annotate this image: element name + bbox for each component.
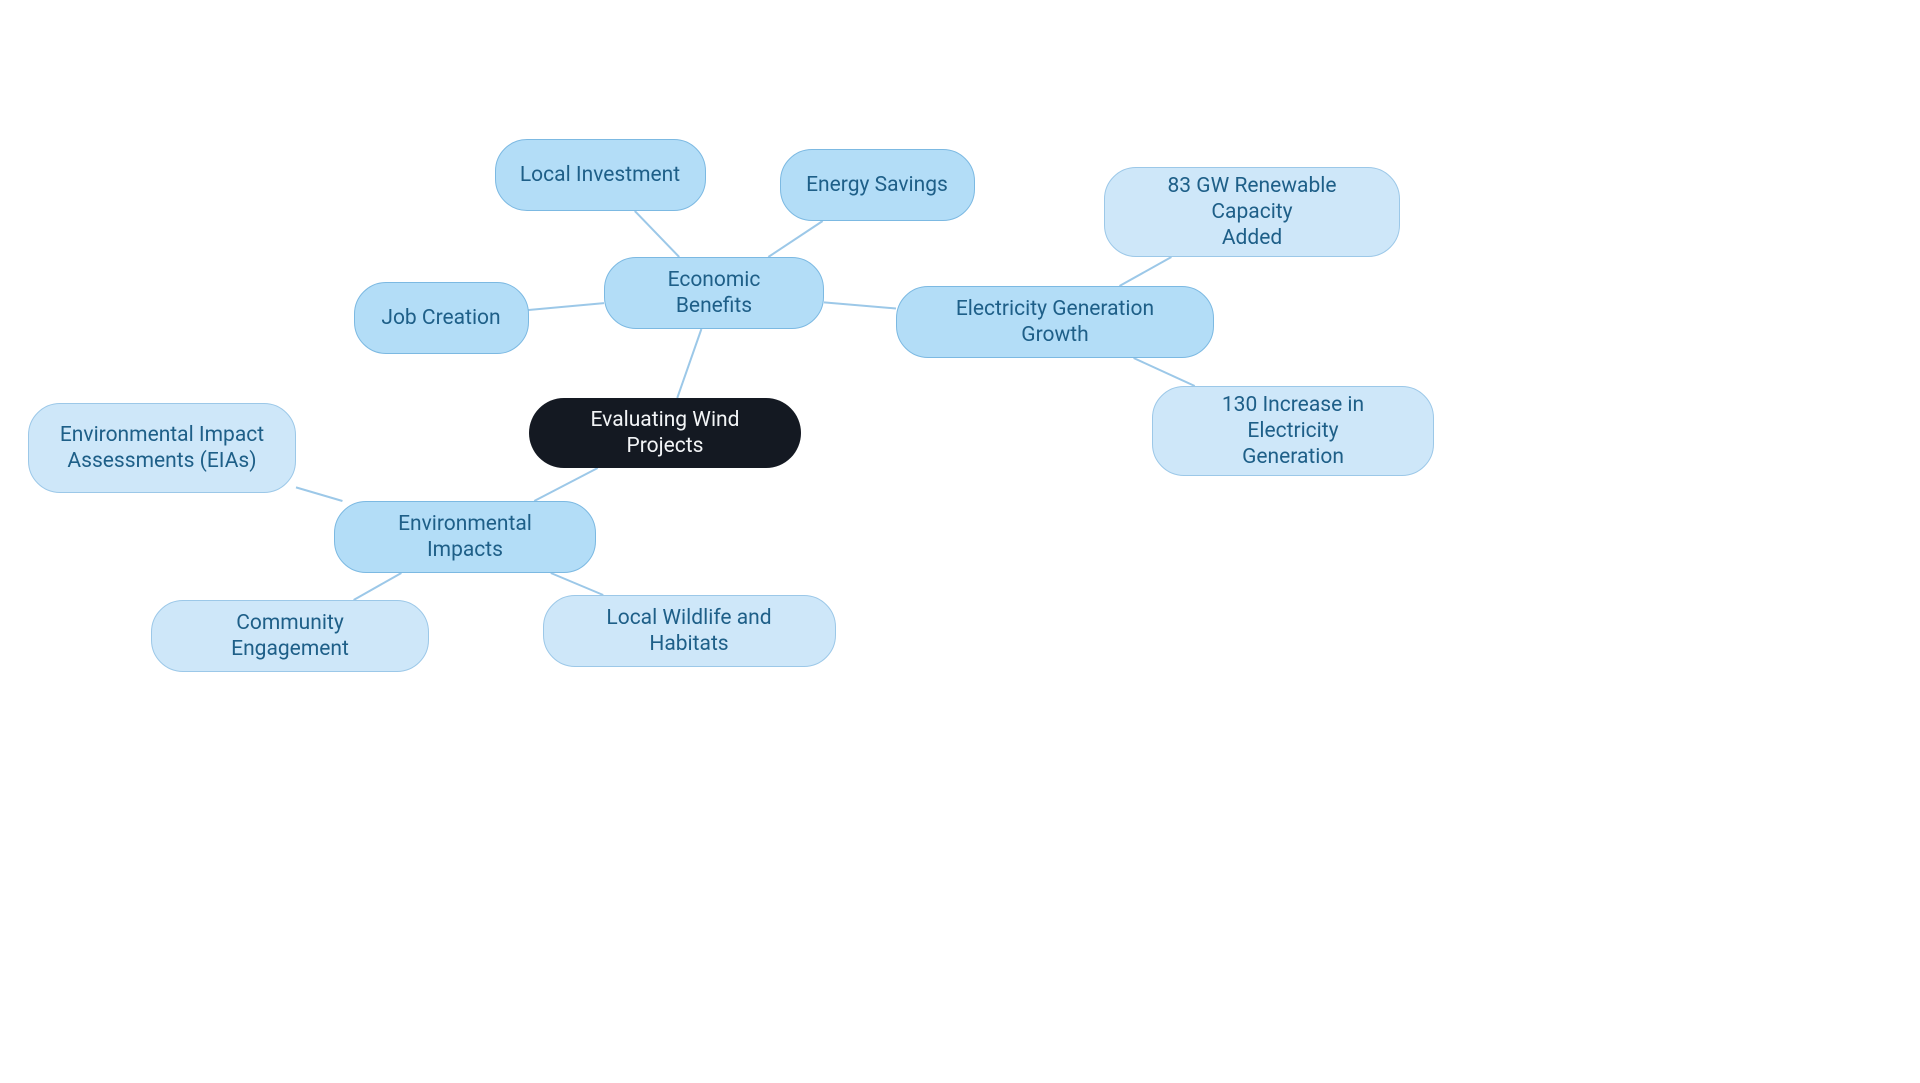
node-label: Community Engagement: [176, 610, 404, 663]
edge: [529, 303, 605, 310]
edge: [677, 329, 701, 398]
node-label: Local Wildlife and Habitats: [568, 605, 811, 658]
mindmap-canvas: Evaluating Wind Projects Economic Benefit…: [0, 0, 1920, 1083]
edge: [824, 302, 896, 308]
node-job: Job Creation: [354, 282, 529, 354]
node-econ: Economic Benefits: [604, 257, 824, 329]
node-inc130: 130 Increase in Electricity Generation: [1152, 386, 1434, 476]
node-elec_growth: Electricity Generation Growth: [896, 286, 1214, 358]
node-eias: Environmental Impact Assessments (EIAs): [28, 403, 296, 493]
edge: [768, 221, 822, 257]
node-label: Job Creation: [381, 305, 500, 331]
node-label: 83 GW Renewable Capacity Added: [1129, 173, 1375, 252]
node-label: Electricity Generation Growth: [921, 296, 1189, 349]
node-energy_save: Energy Savings: [780, 149, 975, 221]
node-community: Community Engagement: [151, 600, 429, 672]
node-gw83: 83 GW Renewable Capacity Added: [1104, 167, 1400, 257]
node-label: 130 Increase in Electricity Generation: [1177, 392, 1409, 471]
edge: [354, 573, 402, 600]
node-env: Environmental Impacts: [334, 501, 596, 573]
edge: [1119, 257, 1171, 286]
edge: [534, 468, 597, 501]
edge: [1134, 358, 1195, 386]
edge: [296, 487, 342, 501]
node-label: Local Investment: [520, 162, 680, 188]
node-label: Evaluating Wind Projects: [553, 407, 777, 460]
node-label: Economic Benefits: [629, 267, 799, 320]
node-label: Environmental Impact Assessments (EIAs): [60, 422, 264, 475]
node-label: Energy Savings: [806, 172, 948, 198]
node-root: Evaluating Wind Projects: [529, 398, 801, 468]
node-local_inv: Local Investment: [495, 139, 706, 211]
node-label: Environmental Impacts: [359, 511, 571, 564]
edge: [551, 573, 603, 595]
node-wildlife: Local Wildlife and Habitats: [543, 595, 836, 667]
edge: [635, 211, 679, 257]
